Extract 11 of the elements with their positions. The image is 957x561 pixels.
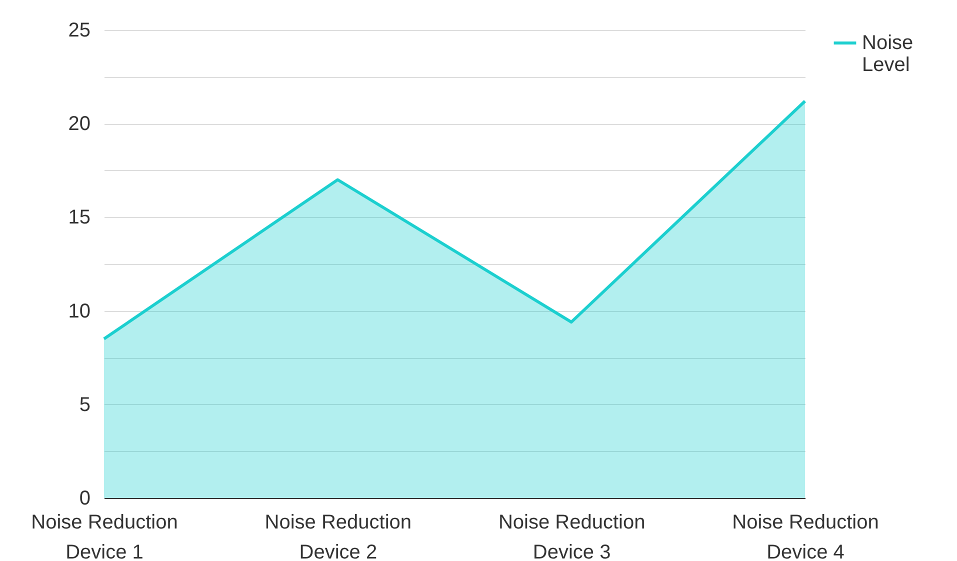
y-tick-label: 20	[68, 113, 90, 136]
y-tick-label: 15	[68, 206, 90, 229]
y-tick-label: 25	[68, 20, 90, 42]
legend-label: Noise Level	[862, 32, 914, 76]
x-tick-label: Noise Reduction Device 1	[31, 512, 178, 561]
y-tick-label: 5	[79, 394, 90, 416]
x-tick-label: Noise Reduction Device 4	[732, 512, 879, 561]
y-tick-label: 0	[79, 488, 90, 510]
y-tick-label: 10	[68, 300, 90, 322]
x-tick-label: Noise Reduction Device 2	[264, 512, 412, 561]
x-tick-label: Noise Reduction Device 3	[498, 512, 646, 561]
